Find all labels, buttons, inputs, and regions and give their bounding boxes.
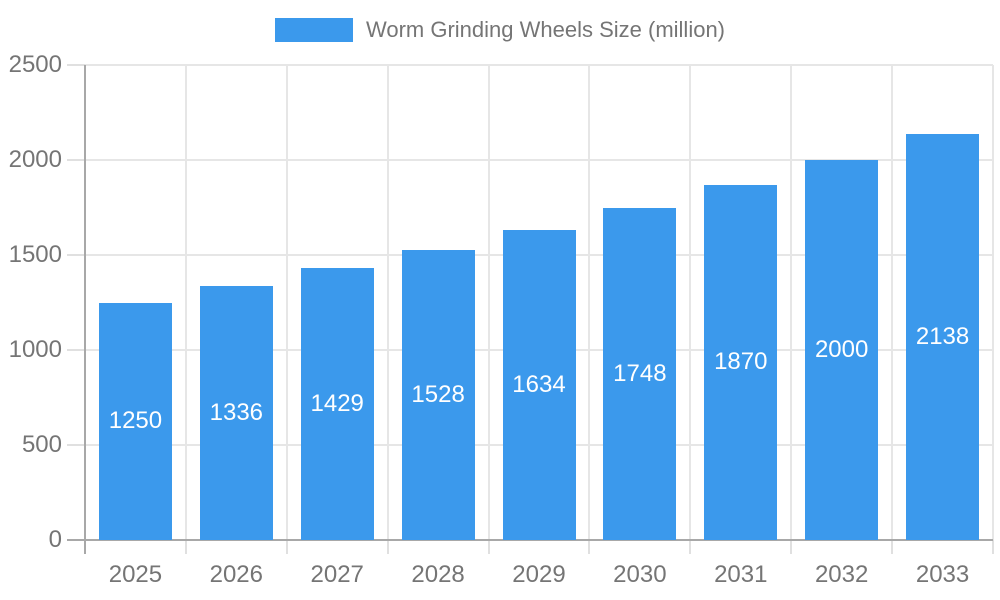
x-axis-label: 2028 bbox=[411, 561, 465, 588]
bar-value-label: 2000 bbox=[814, 336, 869, 363]
legend-swatch bbox=[274, 18, 353, 42]
bar-value-label: 1748 bbox=[613, 359, 667, 387]
gridline-horizontal bbox=[85, 64, 993, 66]
x-axis-label: 2029 bbox=[512, 561, 566, 588]
x-axis-tick bbox=[386, 540, 389, 554]
x-axis-tick bbox=[184, 540, 187, 554]
bar: 1429 bbox=[300, 268, 374, 540]
gridline-vertical bbox=[790, 65, 793, 540]
bar: 2138 bbox=[906, 133, 980, 540]
x-axis-label: 2026 bbox=[209, 561, 263, 588]
bar-value-label: 1336 bbox=[209, 399, 264, 427]
x-axis-label: 2032 bbox=[814, 561, 869, 588]
bar-value-label: 1634 bbox=[512, 370, 566, 398]
y-axis-label: 0 bbox=[48, 526, 62, 553]
x-axis-tick bbox=[790, 540, 793, 554]
bar-value-label: 1528 bbox=[411, 380, 465, 408]
y-axis-tick bbox=[67, 254, 85, 256]
bar: 1528 bbox=[401, 249, 475, 540]
bar: 1336 bbox=[199, 286, 273, 540]
y-axis-tick bbox=[67, 64, 85, 66]
gridline-vertical bbox=[891, 65, 894, 540]
y-axis-label: 500 bbox=[21, 431, 62, 458]
y-axis-label: 2000 bbox=[8, 146, 62, 173]
x-axis-tick bbox=[285, 540, 288, 554]
gridline-vertical bbox=[992, 65, 994, 540]
x-axis-line bbox=[67, 539, 993, 541]
bar: 1748 bbox=[603, 207, 677, 540]
bar: 1634 bbox=[502, 229, 576, 540]
bar: 1250 bbox=[98, 302, 172, 540]
y-axis-tick bbox=[67, 349, 85, 351]
y-axis-tick bbox=[67, 159, 85, 161]
x-axis-tick bbox=[891, 540, 894, 554]
bar: 2000 bbox=[805, 160, 879, 540]
y-axis-label: 1000 bbox=[8, 336, 62, 363]
x-axis-tick bbox=[588, 540, 591, 554]
bar-value-label: 2138 bbox=[915, 322, 970, 350]
gridline-vertical bbox=[285, 65, 288, 540]
gridline-vertical bbox=[386, 65, 389, 540]
x-axis-tick bbox=[487, 540, 490, 554]
y-axis-tick bbox=[67, 444, 85, 446]
gridline-vertical bbox=[184, 65, 187, 540]
bar-value-label: 1429 bbox=[310, 390, 364, 418]
gridline-vertical bbox=[689, 65, 692, 540]
x-axis-label: 2031 bbox=[714, 561, 768, 588]
y-axis-label: 2500 bbox=[8, 51, 62, 78]
x-axis-label: 2025 bbox=[108, 561, 163, 588]
bar: 1870 bbox=[704, 184, 778, 540]
y-axis-line bbox=[84, 65, 86, 554]
legend-label: Worm Grinding Wheels Size (million) bbox=[365, 17, 725, 42]
x-axis-label: 2030 bbox=[613, 561, 667, 588]
x-axis-tick bbox=[689, 540, 692, 554]
legend: Worm Grinding Wheels Size (million) bbox=[0, 17, 1000, 43]
x-axis-label: 2027 bbox=[310, 561, 364, 588]
x-axis-tick bbox=[992, 540, 994, 554]
bar-value-label: 1870 bbox=[714, 348, 768, 376]
gridline-horizontal bbox=[85, 159, 993, 161]
gridline-vertical bbox=[487, 65, 490, 540]
y-axis-label: 1500 bbox=[8, 241, 62, 268]
bar-value-label: 1250 bbox=[108, 407, 163, 435]
gridline-vertical bbox=[588, 65, 591, 540]
x-axis-label: 2033 bbox=[915, 561, 970, 588]
